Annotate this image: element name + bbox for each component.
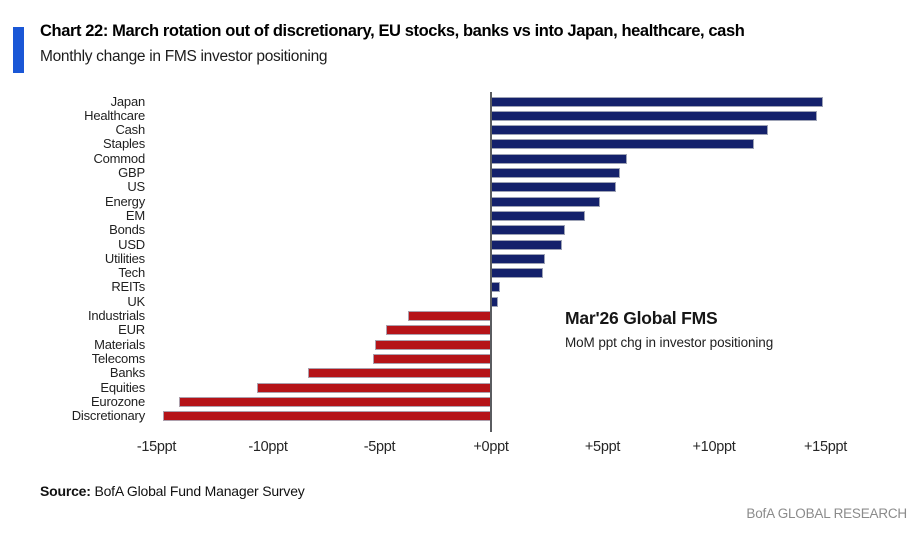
x-tick-label--5ppt: -5ppt [363,439,396,455]
bar-us [491,182,616,193]
bar-industrials [408,311,491,321]
x-tick-label--15ppt: -15ppt [136,439,177,455]
category-label-staples: Staples [103,136,145,152]
x-tick-label--10ppt: -10ppt [248,439,288,455]
title-accent-bar [13,27,24,73]
category-label-utilities: Utilities [104,250,145,266]
category-label-equities: Equities [100,379,145,395]
bar-uk [491,296,498,307]
chart-annotation: Mar'26 Global FMS MoM ppt chg in investo… [565,308,773,350]
bar-commod [491,153,628,164]
category-label-gbp: GBP [118,165,145,180]
bar-japan [491,96,824,107]
category-label-energy: Energy [105,193,145,209]
bar-materials [375,339,491,350]
category-label-healthcare: Healthcare [84,107,145,123]
category-label-em: EM [125,207,145,223]
category-label-eurozone: Eurozone [90,393,145,409]
bar-banks [308,368,491,379]
chart-subtitle: Monthly change in FMS investor positioni… [40,48,328,65]
category-label-reits: REITs [111,279,145,295]
category-label-commod: Commod [93,150,145,166]
annotation-title: Mar'26 Global FMS [565,308,718,328]
bar-bonds [491,225,565,236]
bar-telecoms [372,353,491,364]
category-label-cash: Cash [115,122,145,138]
category-label-materials: Materials [94,336,145,352]
bar-staples [491,139,755,150]
bar-discretionary [163,411,491,422]
source-line: Source: BofA Global Fund Manager Survey [40,483,305,499]
x-tick-label--10ppt: +10ppt [692,439,736,455]
bar-healthcare [491,110,817,121]
bar-equities [256,382,491,393]
bar-cash [491,125,768,136]
category-label-uk: UK [127,293,145,309]
category-label-us: US [127,179,145,195]
bar-eurozone [178,396,491,407]
branding-text: BofA GLOBAL RESEARCH [746,506,907,521]
bar-utilities [491,253,545,264]
category-label-industrials: Industrials [87,308,145,323]
bar-gbp [491,168,621,178]
bar-eur [386,325,491,336]
category-label-telecoms: Telecoms [91,350,146,366]
source-label: Source: [40,483,91,499]
category-label-japan: Japan [110,93,146,109]
x-tick-label--5ppt: +5ppt [584,439,621,455]
annotation-subtitle: MoM ppt chg in investor positioning [565,335,774,350]
bar-reits [491,282,500,293]
category-label-discretionary: Discretionary [71,408,145,424]
bar-usd [491,239,563,250]
x-tick-label--15ppt: +15ppt [804,439,847,455]
bar-energy [491,196,601,207]
category-label-eur: EUR [118,322,145,338]
x-tick-label--0ppt: +0ppt [473,439,509,455]
source-text: BofA Global Fund Manager Survey [94,483,305,499]
category-label-tech: Tech [118,265,145,281]
bar-tech [491,268,544,279]
zero-axis-line [490,92,492,432]
chart-title: Chart 22: March rotation out of discreti… [40,22,745,40]
category-label-usd: USD [118,236,145,252]
bar-em [491,210,585,221]
category-label-banks: Banks [109,365,145,381]
category-label-bonds: Bonds [109,222,145,238]
